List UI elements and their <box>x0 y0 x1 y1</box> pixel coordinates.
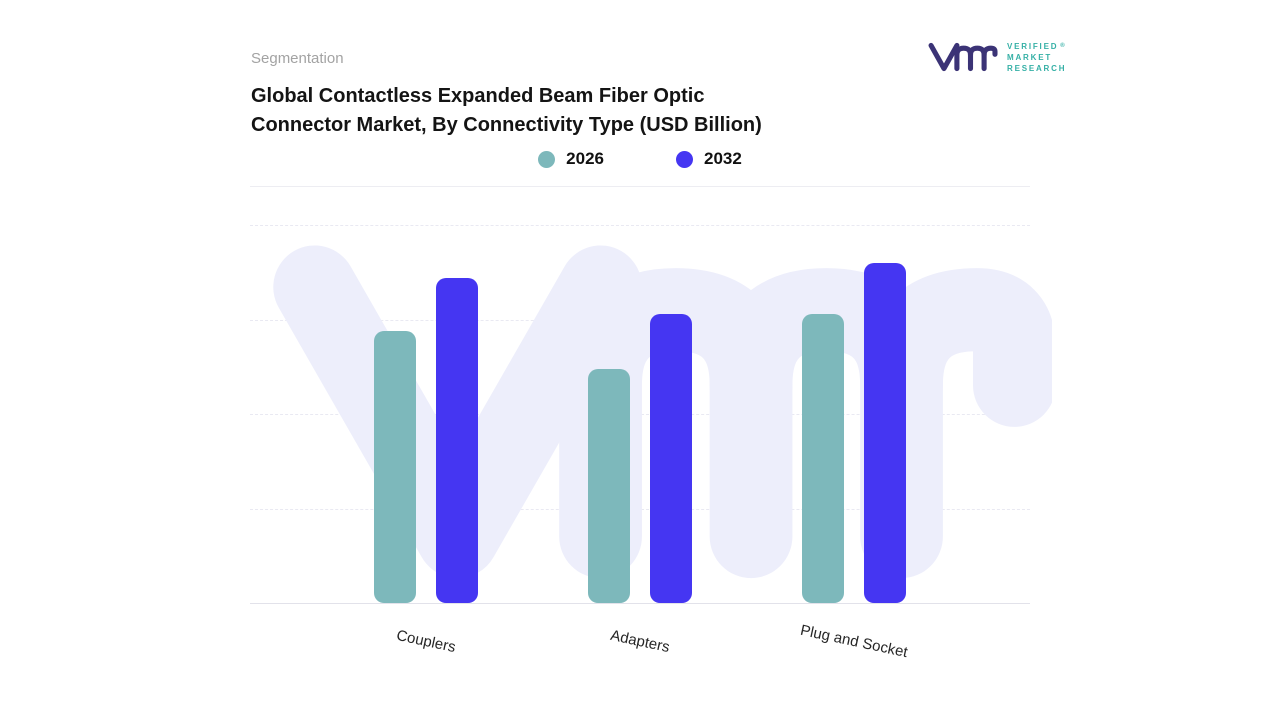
bar-2026 <box>588 368 630 603</box>
plot-area: Couplers Adapters Plug and Socket <box>250 225 1052 661</box>
bar-2032 <box>864 262 906 603</box>
gridline <box>250 225 1030 226</box>
category-label: Couplers <box>394 626 458 657</box>
legend-swatch-icon <box>676 150 693 168</box>
category-label: Adapters <box>608 626 672 657</box>
brand-word-line: VERIFIED ® <box>1007 41 1067 51</box>
brand-wordmark: VERIFIED ® MARKET RESEARCH <box>1007 42 1067 73</box>
bar-group: Plug and Socket <box>799 225 909 661</box>
brand-word-line: MARKET <box>1007 52 1053 62</box>
legend-label: 2026 <box>566 149 604 168</box>
chart-legend: 2026 2032 <box>250 149 1030 169</box>
bar-pair <box>802 225 906 603</box>
bar-2032 <box>436 277 478 603</box>
chart-title: Global Contactless Expanded Beam Fiber O… <box>251 85 762 136</box>
brand-word-line: RESEARCH <box>1007 63 1067 73</box>
bar-2032 <box>650 313 692 603</box>
bar-group: Couplers <box>374 225 478 656</box>
legend-item: 2032 <box>676 149 742 169</box>
bar-pair <box>588 225 692 603</box>
bar-pair <box>374 225 478 603</box>
eyebrow-label: Segmentation <box>251 50 344 67</box>
bar-group: Adapters <box>588 225 692 656</box>
legend-label: 2032 <box>704 149 742 168</box>
bar-2026 <box>374 330 416 603</box>
registered-mark: ® <box>1060 42 1067 49</box>
bar-groups: Couplers Adapters Plug and Socket <box>250 225 1030 661</box>
vm-monogram-icon <box>928 42 998 72</box>
header-divider <box>250 186 1030 187</box>
brand-logo: VERIFIED ® MARKET RESEARCH <box>926 40 1067 74</box>
legend-item: 2026 <box>538 149 604 169</box>
bar-2026 <box>802 313 844 603</box>
category-label: Plug and Socket <box>798 621 910 662</box>
legend-swatch-icon <box>538 150 556 168</box>
